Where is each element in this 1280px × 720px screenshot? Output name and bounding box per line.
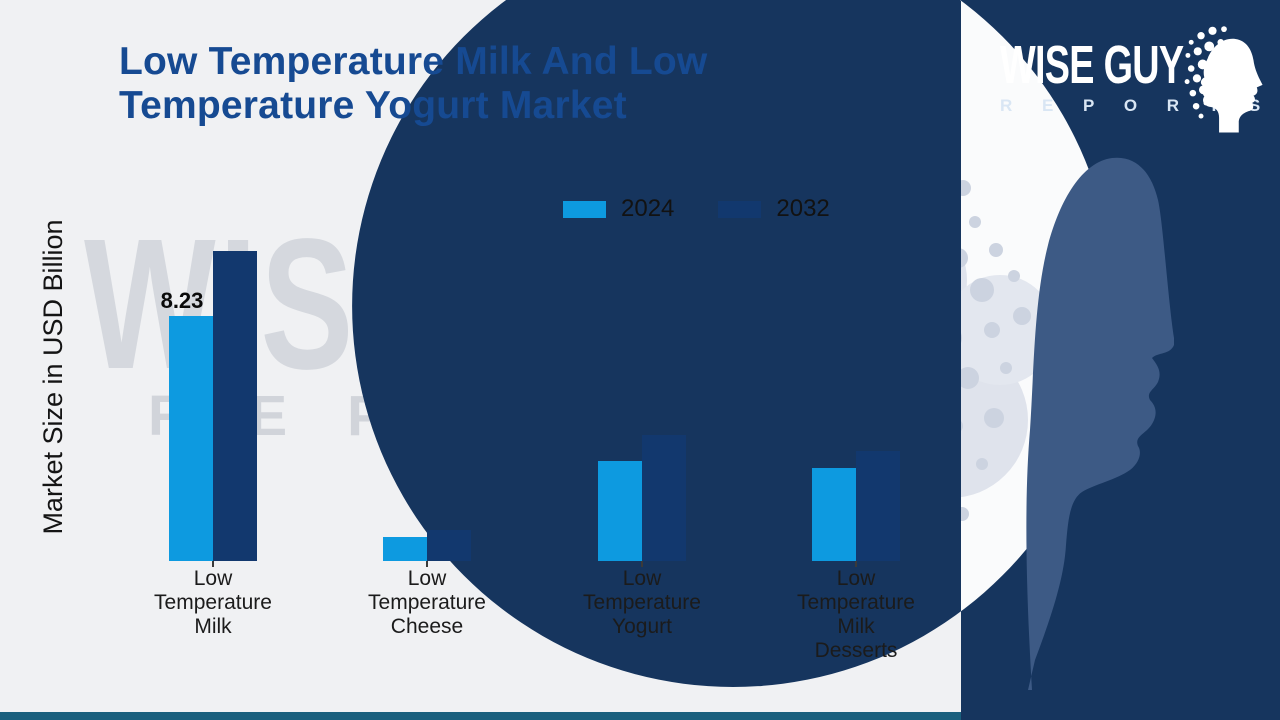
y-axis-label: Market Size in USD Billion — [38, 219, 68, 535]
bar-2032-low-temperature-cheese — [427, 530, 471, 561]
bar-2024-low-temperature-cheese — [383, 537, 427, 561]
bar-2032-low-temperature-yogurt — [642, 435, 686, 561]
chart-legend: 2024 2032 — [563, 195, 874, 223]
category-label-low-temperature-yogurt: Low Temperature Yogurt — [583, 567, 701, 638]
bar-2032-low-temperature-milk — [213, 251, 257, 561]
bar-2032-low-temperature-milk-desserts — [856, 451, 900, 561]
legend-label-2024: 2024 — [621, 195, 675, 222]
legend-label-2032: 2032 — [776, 195, 830, 222]
category-label-low-temperature-milk-desserts: Low Temperature Milk Desserts — [797, 567, 915, 662]
legend-swatch-2024 — [563, 200, 606, 218]
legend-swatch-2032 — [718, 200, 762, 218]
x-axis-tick — [855, 561, 857, 567]
wise-guy-reports-logo: WISE GUY R E P O R T S — [1000, 38, 1273, 116]
footer-accent-bar — [0, 712, 1280, 720]
legend-item-2032: 2032 — [718, 195, 830, 223]
bar-2024-low-temperature-milk — [169, 316, 213, 561]
logo-name: WISE GUY — [1000, 35, 1184, 95]
bar-2024-low-temperature-yogurt — [598, 461, 642, 561]
page-title-line2: Temperature Yogurt Market — [119, 83, 627, 127]
legend-item-2024: 2024 — [563, 195, 674, 223]
category-label-low-temperature-milk: Low Temperature Milk — [154, 567, 272, 638]
logo-face-head — [1200, 38, 1263, 133]
logo-face-dots — [1184, 26, 1227, 119]
x-axis-tick — [212, 561, 214, 567]
x-axis-tick — [426, 561, 428, 567]
logo-face-profile-icon — [1184, 26, 1263, 133]
bar-value-label: 8.23 — [160, 288, 204, 313]
bar-2024-low-temperature-milk-desserts — [812, 468, 856, 561]
face-profile-watermark-icon — [1026, 157, 1174, 691]
logo-subtitle: R E P O R T S — [1000, 96, 1273, 115]
page-title: Low Temperature Milk And Low Temperature… — [119, 40, 819, 127]
category-label-low-temperature-cheese: Low Temperature Cheese — [368, 567, 486, 638]
x-axis-tick — [641, 561, 643, 567]
page-title-line1: Low Temperature Milk And Low — [119, 40, 708, 83]
